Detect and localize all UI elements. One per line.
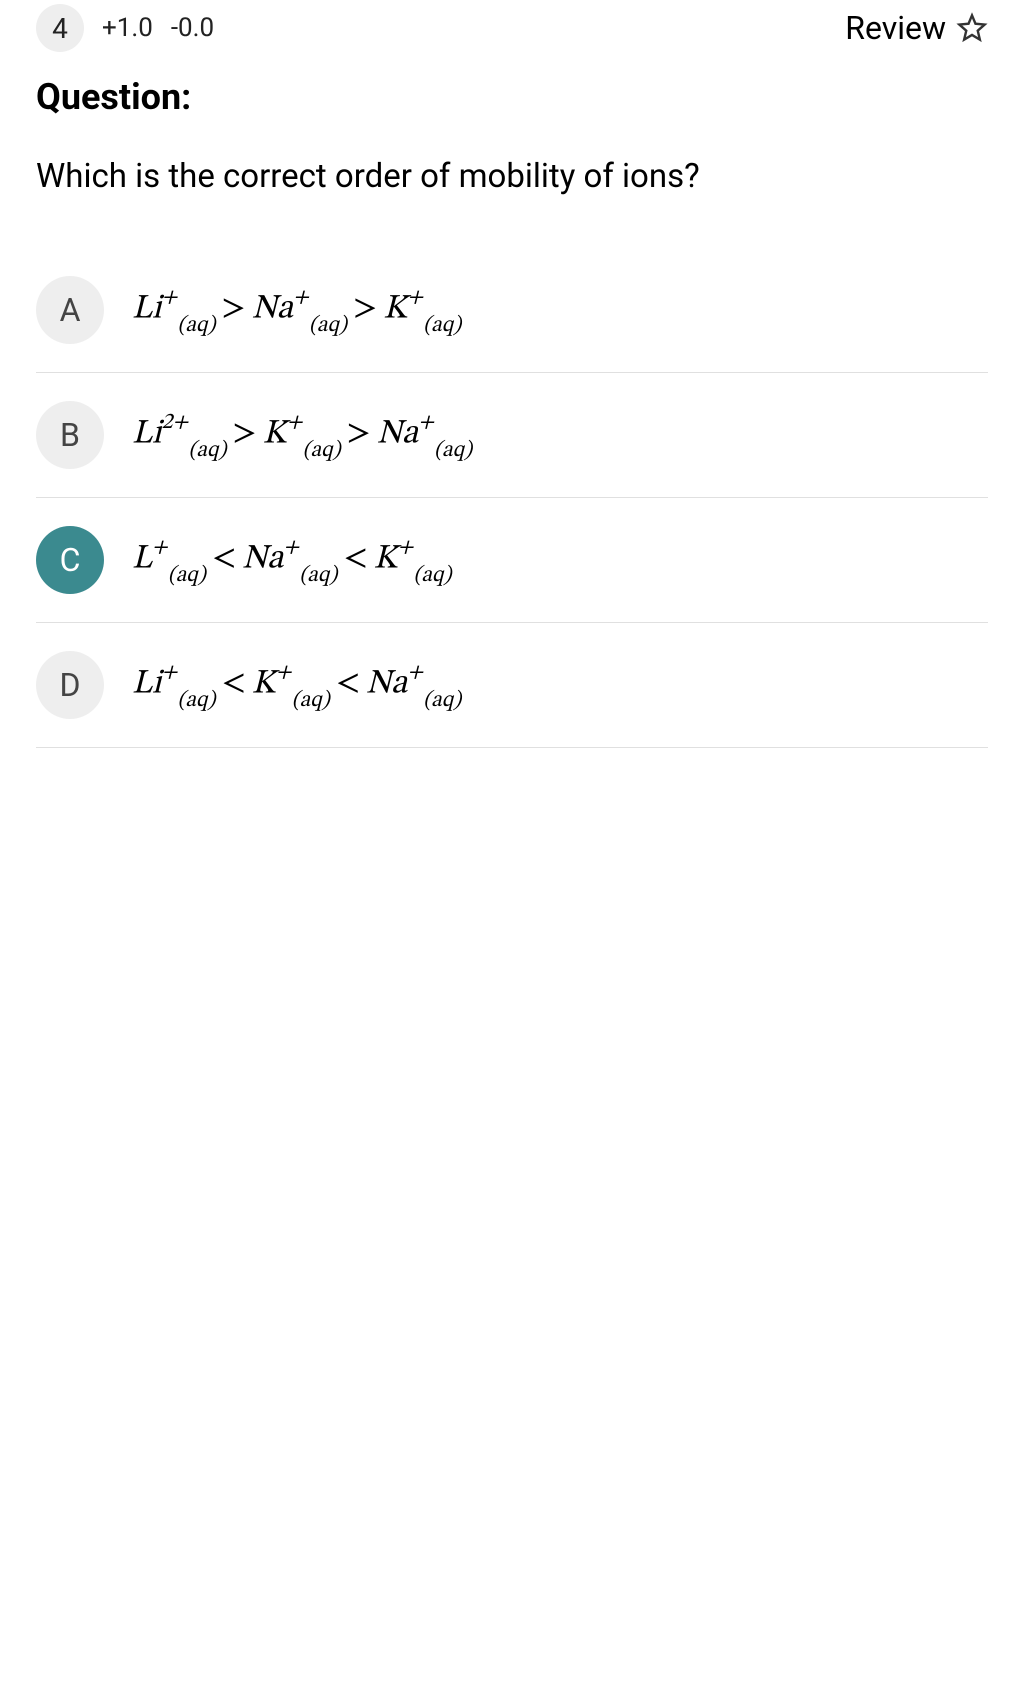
option-marker-c: C — [36, 526, 104, 594]
option-formula-a: Li+(aq)>Na+(aq)>K+(aq) — [132, 287, 461, 334]
top-bar: 4 +1.0 -0.0 Review — [36, 0, 988, 76]
star-icon[interactable] — [956, 12, 988, 44]
question-heading: Question: — [36, 76, 988, 118]
option-formula-c: L+(aq)<Na+(aq)<K+(aq) — [132, 537, 451, 584]
review-label: Review — [845, 9, 946, 47]
top-left-group: 4 +1.0 -0.0 — [36, 4, 214, 52]
question-text: Which is the correct order of mobility o… — [36, 154, 988, 200]
score-negative: -0.0 — [171, 13, 214, 43]
options-list: A Li+(aq)>Na+(aq)>K+(aq) B Li2+(aq)>K+(a… — [36, 248, 988, 748]
option-row-c[interactable]: C L+(aq)<Na+(aq)<K+(aq) — [36, 498, 988, 623]
score-positive: +1.0 — [102, 13, 153, 43]
option-row-b[interactable]: B Li2+(aq)>K+(aq)>Na+(aq) — [36, 373, 988, 498]
option-marker-d: D — [36, 651, 104, 719]
option-marker-a: A — [36, 276, 104, 344]
question-number-badge: 4 — [36, 4, 84, 52]
option-marker-b: B — [36, 401, 104, 469]
option-formula-d: Li+(aq)<K+(aq)<Na+(aq) — [132, 662, 461, 709]
review-group[interactable]: Review — [845, 9, 988, 47]
option-row-a[interactable]: A Li+(aq)>Na+(aq)>K+(aq) — [36, 248, 988, 373]
option-row-d[interactable]: D Li+(aq)<K+(aq)<Na+(aq) — [36, 623, 988, 748]
option-formula-b: Li2+(aq)>K+(aq)>Na+(aq) — [132, 412, 472, 459]
